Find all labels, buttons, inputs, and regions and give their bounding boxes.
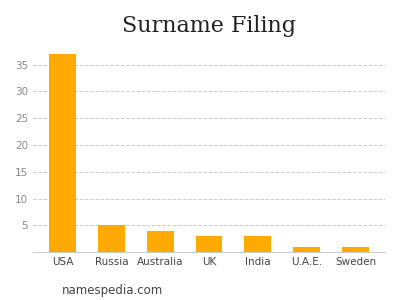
Text: namespedia.com: namespedia.com [61, 284, 163, 297]
Bar [98, 225, 125, 252]
Bar [49, 54, 76, 252]
Bar [196, 236, 222, 252]
Bar [244, 236, 271, 252]
Bar [147, 231, 174, 252]
Title: Surname Filing: Surname Filing [122, 15, 296, 37]
Bar [342, 247, 369, 252]
Bar [293, 247, 320, 252]
